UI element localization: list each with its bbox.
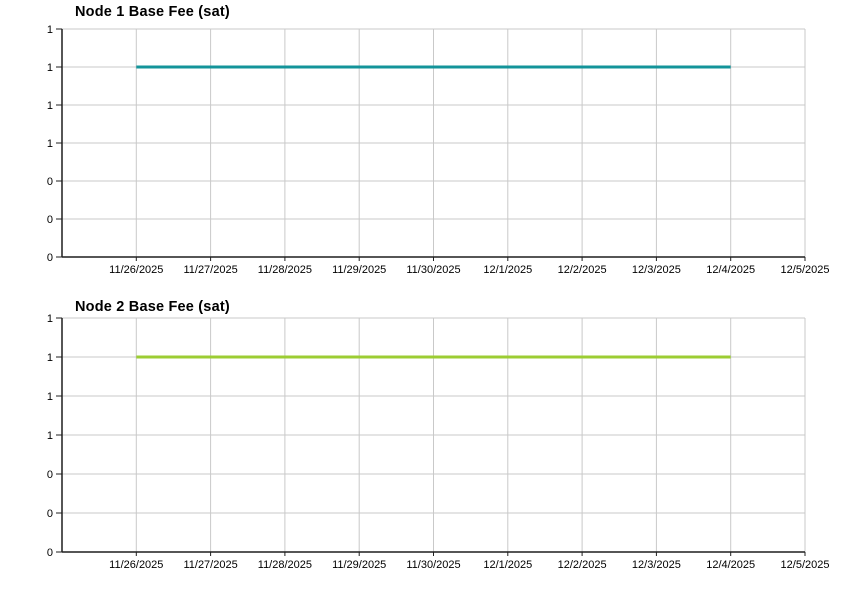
x-tick-label: 12/5/2025: [781, 264, 830, 276]
x-tick-label: 11/29/2025: [332, 559, 386, 571]
x-tick-label: 11/27/2025: [183, 559, 237, 571]
plot-svg: 11/26/2025 11/27/2025 11/28/2025 11/29/2025…: [47, 24, 830, 276]
y-tick-label: 1: [47, 352, 53, 364]
y-tick-label: 0: [47, 508, 53, 520]
plot-svg: 11/26/2025 11/27/2025 11/28/2025 11/29/2025…: [47, 313, 830, 571]
x-tick-label: 12/4/2025: [706, 559, 755, 571]
x-tick-label: 12/1/2025: [483, 559, 532, 571]
y-tick-label: 1: [47, 100, 53, 112]
y-tick-label: 0: [47, 176, 53, 188]
x-tick-label: 11/29/2025: [332, 264, 386, 276]
y-tick-label: 1: [47, 138, 53, 150]
chart-node-1-base-fee: Node 1 Base Fee (sat) 11/26/2025 11/27/20…: [0, 0, 860, 290]
y-tick-label: 0: [47, 214, 53, 226]
x-tick-label: 12/5/2025: [781, 559, 830, 571]
chart-node-2-base-fee: Node 2 Base Fee (sat) 11/26/2025 11/27/20…: [0, 290, 860, 600]
chart-title: Node 1 Base Fee (sat): [75, 4, 230, 20]
x-tick-label: 11/28/2025: [258, 559, 312, 571]
x-tick-label: 11/27/2025: [183, 264, 237, 276]
chart-title: Node 2 Base Fee (sat): [75, 299, 230, 315]
x-tick-label: 11/28/2025: [258, 264, 312, 276]
x-tick-label: 12/3/2025: [632, 559, 681, 571]
y-tick-label: 0: [47, 469, 53, 481]
y-tick-label: 1: [47, 62, 53, 74]
y-tick-label: 1: [47, 313, 53, 325]
x-tick-label: 11/30/2025: [406, 559, 460, 571]
x-tick-label: 12/3/2025: [632, 264, 681, 276]
x-tick-label: 11/26/2025: [109, 264, 163, 276]
y-tick-label: 1: [47, 24, 53, 36]
x-tick-label: 12/1/2025: [483, 264, 532, 276]
y-tick-label: 0: [47, 252, 53, 264]
x-tick-label: 12/4/2025: [706, 264, 755, 276]
y-tick-label: 1: [47, 430, 53, 442]
x-tick-label: 11/26/2025: [109, 559, 163, 571]
x-tick-label: 11/30/2025: [406, 264, 460, 276]
y-tick-label: 1: [47, 391, 53, 403]
x-tick-label: 12/2/2025: [558, 264, 607, 276]
x-tick-label: 12/2/2025: [558, 559, 607, 571]
y-tick-label: 0: [47, 547, 53, 559]
